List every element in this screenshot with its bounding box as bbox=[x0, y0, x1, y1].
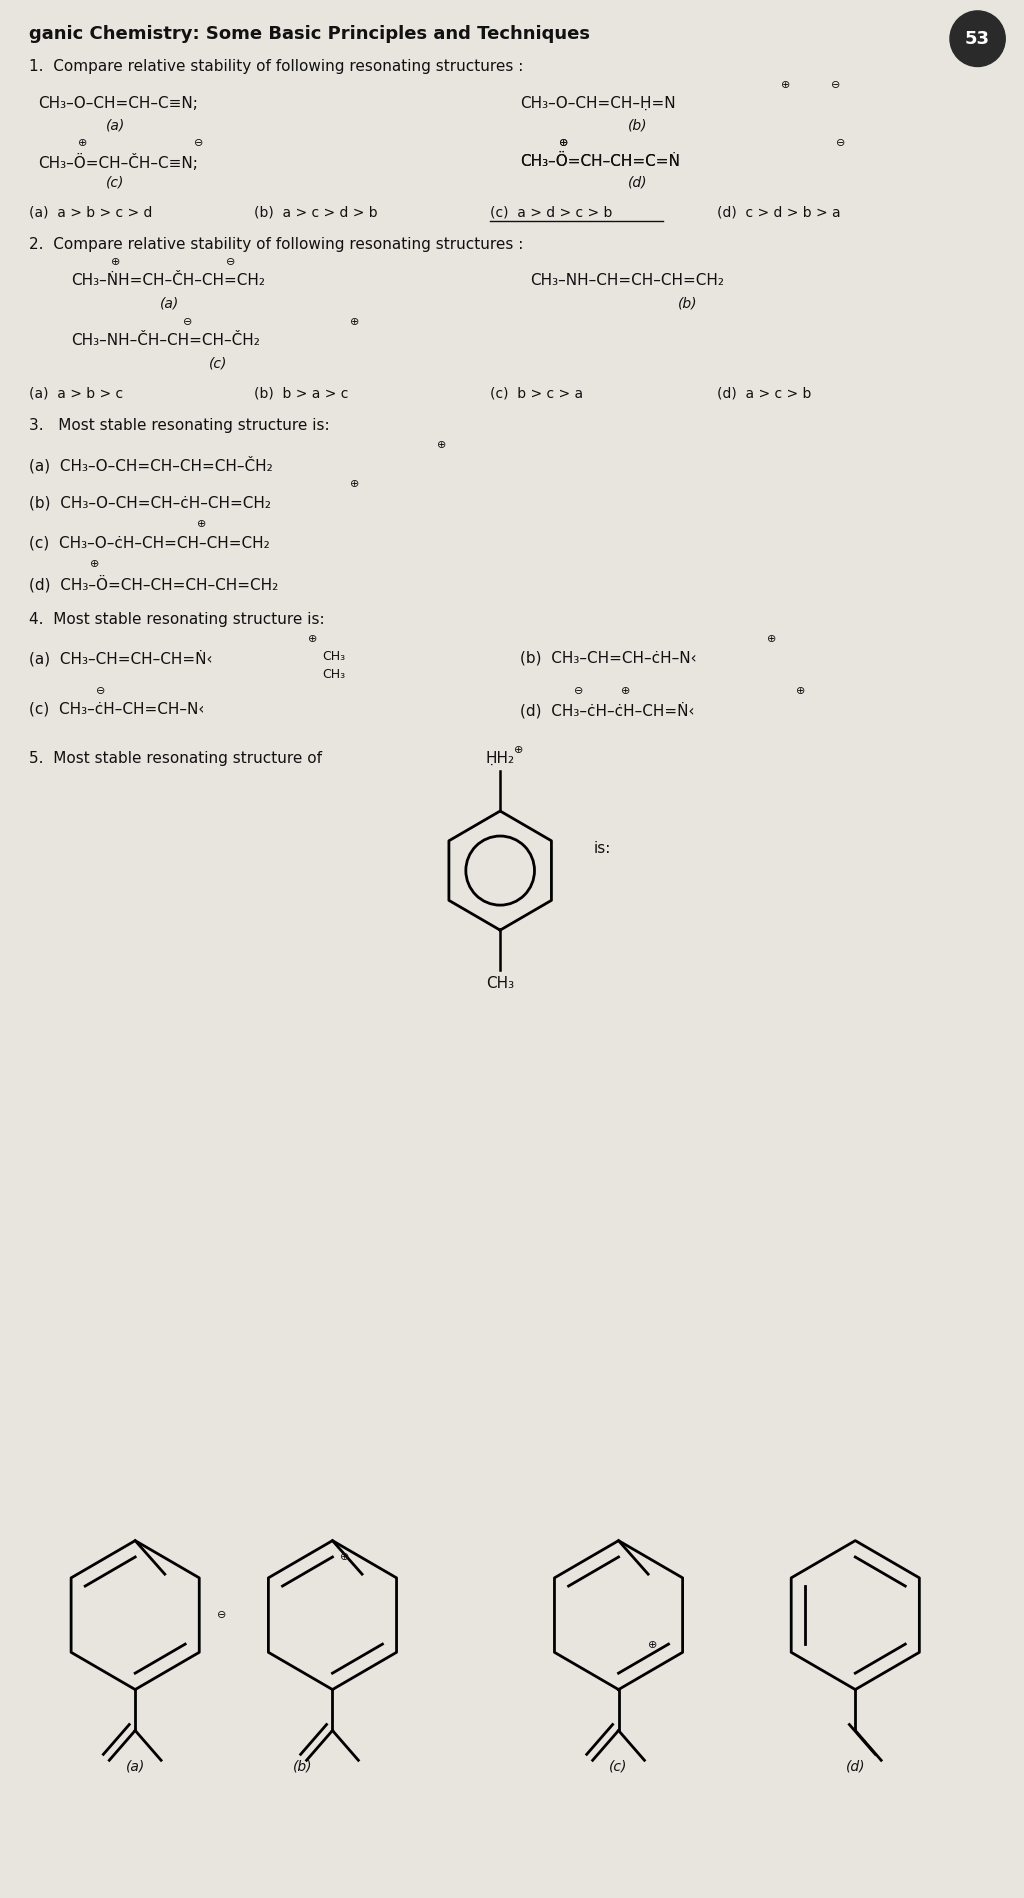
Text: ganic Chemistry: Some Basic Principles and Techniques: ganic Chemistry: Some Basic Principles a… bbox=[29, 25, 590, 44]
Text: 3.   Most stable resonating structure is:: 3. Most stable resonating structure is: bbox=[29, 418, 330, 433]
Text: (c): (c) bbox=[209, 357, 227, 370]
Text: (c): (c) bbox=[105, 177, 124, 190]
Text: 1.  Compare relative stability of following resonating structures :: 1. Compare relative stability of followi… bbox=[29, 59, 523, 74]
Text: (d)  c > d > b > a: (d) c > d > b > a bbox=[717, 205, 841, 220]
Text: 53: 53 bbox=[965, 30, 990, 47]
Text: (b)  CH₃–O–CH=CH–ċH–CH=CH₂: (b) CH₃–O–CH=CH–ċH–CH=CH₂ bbox=[29, 495, 270, 511]
Text: (c)  a > d > c > b: (c) a > d > c > b bbox=[490, 205, 612, 220]
Text: ⊖: ⊖ bbox=[195, 139, 204, 148]
Text: CH₃–Ö=CH–ČH–C≡N;: CH₃–Ö=CH–ČH–C≡N; bbox=[39, 154, 199, 171]
Text: ⊕: ⊕ bbox=[648, 1640, 657, 1649]
Text: CH₃: CH₃ bbox=[323, 651, 346, 662]
Text: ⊖: ⊖ bbox=[216, 1610, 226, 1621]
Text: (c)  CH₃–ċH–CH=CH–N‹: (c) CH₃–ċH–CH=CH–N‹ bbox=[29, 702, 204, 717]
Text: (b): (b) bbox=[629, 118, 648, 133]
Text: ⊕: ⊕ bbox=[198, 520, 207, 530]
Text: CH₃–O–CH=CH–C≡N;: CH₃–O–CH=CH–C≡N; bbox=[39, 97, 199, 112]
Text: ḤH₂: ḤH₂ bbox=[485, 750, 515, 765]
Text: CH₃–NH–ČH–CH=CH–ČH₂: CH₃–NH–ČH–CH=CH–ČH₂ bbox=[71, 332, 260, 347]
Text: ⊕: ⊕ bbox=[340, 1553, 349, 1562]
Text: (d)  a > c > b: (d) a > c > b bbox=[717, 385, 812, 400]
Text: CH₃: CH₃ bbox=[323, 668, 346, 681]
Text: CH₃–NH–CH=CH–CH=CH₂: CH₃–NH–CH=CH–CH=CH₂ bbox=[529, 273, 724, 288]
Text: ⊕: ⊕ bbox=[559, 139, 568, 148]
Text: (a): (a) bbox=[105, 118, 125, 133]
Text: ⊕: ⊕ bbox=[350, 480, 359, 490]
Text: (d)  CH₃–ċH–ċH–CH=Ṅ‹: (d) CH₃–ċH–ċH–CH=Ṅ‹ bbox=[520, 702, 694, 717]
Text: ⊖: ⊖ bbox=[830, 80, 840, 91]
Text: (b): (b) bbox=[293, 1759, 312, 1773]
Text: CH₃–ṄH=CH–ČH–CH=CH₂: CH₃–ṄH=CH–ČH–CH=CH₂ bbox=[71, 273, 265, 288]
Text: (d): (d) bbox=[629, 177, 648, 190]
Text: ⊖: ⊖ bbox=[836, 139, 845, 148]
Text: ⊕: ⊕ bbox=[308, 634, 317, 643]
Text: 2.  Compare relative stability of following resonating structures :: 2. Compare relative stability of followi… bbox=[29, 237, 523, 252]
Text: CH₃–Ö=CH–CH=C=Ṅ: CH₃–Ö=CH–CH=C=Ṅ bbox=[520, 154, 680, 169]
Text: (d): (d) bbox=[846, 1759, 865, 1773]
Text: ⊕: ⊕ bbox=[621, 685, 630, 697]
Text: (a): (a) bbox=[126, 1759, 144, 1773]
Text: ⊖: ⊖ bbox=[95, 685, 105, 697]
Text: (a)  a > b > c > d: (a) a > b > c > d bbox=[29, 205, 152, 220]
Text: ⊕: ⊕ bbox=[90, 558, 99, 569]
Text: (a)  CH₃–O–CH=CH–CH=CH–ČH₂: (a) CH₃–O–CH=CH–CH=CH–ČH₂ bbox=[29, 456, 272, 473]
Text: ⊖: ⊖ bbox=[182, 317, 191, 326]
Text: ⊕: ⊕ bbox=[111, 256, 120, 268]
Text: (b)  a > c > d > b: (b) a > c > d > b bbox=[254, 205, 377, 220]
Text: (c)  CH₃–O–ċH–CH=CH–CH=CH₂: (c) CH₃–O–ċH–CH=CH–CH=CH₂ bbox=[29, 535, 269, 550]
Text: (a)  a > b > c: (a) a > b > c bbox=[29, 385, 123, 400]
Text: 5.  Most stable resonating structure of: 5. Most stable resonating structure of bbox=[29, 752, 322, 767]
Text: ⊕: ⊕ bbox=[78, 139, 87, 148]
Text: 4.  Most stable resonating structure is:: 4. Most stable resonating structure is: bbox=[29, 613, 325, 628]
Text: CH₃–Ö=CH–CH=C=N: CH₃–Ö=CH–CH=C=N bbox=[520, 154, 680, 169]
Text: ⊕: ⊕ bbox=[514, 746, 523, 755]
Text: is:: is: bbox=[594, 841, 611, 856]
Text: CH₃–O–CH=CH–Ḥ=N: CH₃–O–CH=CH–Ḥ=N bbox=[520, 97, 676, 112]
Text: (b)  b > a > c: (b) b > a > c bbox=[254, 385, 348, 400]
Text: ⊖: ⊖ bbox=[574, 685, 584, 697]
Text: (a)  CH₃–CH=CH–CH=Ṅ‹: (a) CH₃–CH=CH–CH=Ṅ‹ bbox=[29, 651, 212, 666]
Text: ⊕: ⊕ bbox=[767, 634, 777, 643]
Circle shape bbox=[950, 11, 1006, 66]
Text: ⊕: ⊕ bbox=[796, 685, 806, 697]
Text: (c)  b > c > a: (c) b > c > a bbox=[490, 385, 584, 400]
Text: ⊕: ⊕ bbox=[559, 139, 568, 148]
Text: (c): (c) bbox=[609, 1759, 628, 1773]
Text: ⊖: ⊖ bbox=[226, 256, 236, 268]
Text: (d)  CH₃–Ö=CH–CH=CH–CH=CH₂: (d) CH₃–Ö=CH–CH=CH–CH=CH₂ bbox=[29, 575, 278, 592]
Text: (a): (a) bbox=[160, 296, 179, 311]
Text: CH₃: CH₃ bbox=[486, 976, 514, 991]
Text: ⊕: ⊕ bbox=[781, 80, 791, 91]
Text: ⊕: ⊕ bbox=[350, 317, 359, 326]
Text: (b): (b) bbox=[678, 296, 697, 311]
Text: (b)  CH₃–CH=CH–ċH–N‹: (b) CH₃–CH=CH–ċH–N‹ bbox=[520, 651, 696, 664]
Text: ⊕: ⊕ bbox=[437, 440, 446, 450]
